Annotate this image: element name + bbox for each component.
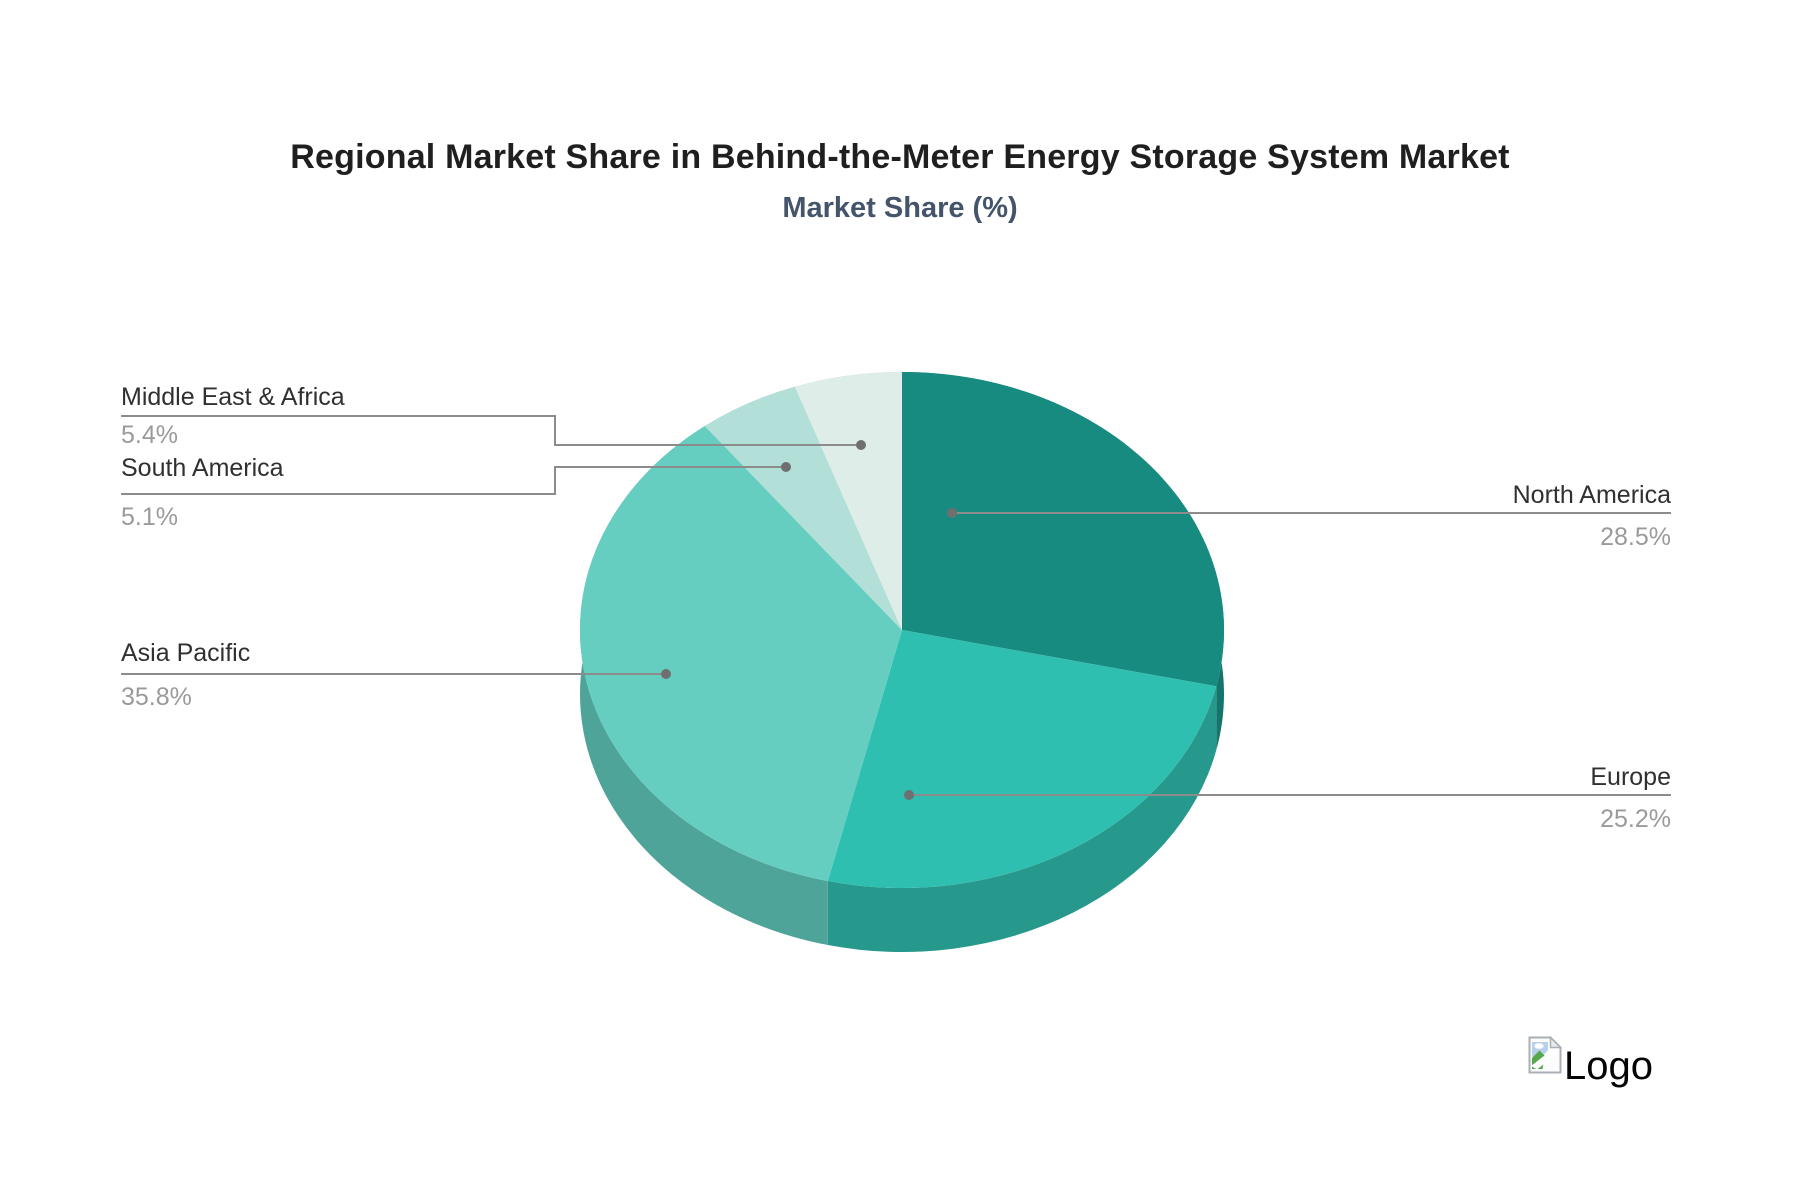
label-asia-pacific: Asia Pacific xyxy=(121,639,251,667)
callout-dot-north-america xyxy=(947,508,957,518)
percent-north-america: 28.5% xyxy=(1600,523,1671,551)
chart-title: Regional Market Share in Behind-the-Mete… xyxy=(290,138,1510,176)
logo: Logo xyxy=(1528,1036,1653,1086)
pie-3d xyxy=(580,371,1224,952)
label-north-america: North America xyxy=(1512,481,1671,509)
pie-slice-north-america[interactable] xyxy=(902,371,1224,687)
pie-slice-side-europe xyxy=(827,686,1217,952)
pie-slice-asia-pacific[interactable] xyxy=(580,426,902,882)
callout-dots xyxy=(661,440,957,800)
pie-slice-middle-east-africa[interactable] xyxy=(794,372,902,630)
callout-dot-asia-pacific xyxy=(661,669,671,679)
pie-slice-europe[interactable] xyxy=(827,630,1217,888)
leader-line-south-america xyxy=(121,466,786,495)
callout-lines xyxy=(121,415,1671,796)
callout-dot-europe xyxy=(904,790,914,800)
label-south-america: South America xyxy=(121,454,284,482)
label-middle-east-africa: Middle East & Africa xyxy=(121,383,345,411)
leader-line-middle-east-africa xyxy=(121,415,861,446)
broken-image-icon xyxy=(1528,1036,1562,1074)
label-europe: Europe xyxy=(1590,763,1671,791)
chart-subtitle: Market Share (%) xyxy=(782,192,1018,224)
callout-dot-middle-east-africa xyxy=(856,440,866,450)
logo-alt-text: Logo xyxy=(1564,1044,1653,1088)
percent-middle-east-africa: 5.4% xyxy=(121,421,178,449)
percent-asia-pacific: 35.8% xyxy=(121,683,192,711)
pie-slice-side-asia-pacific xyxy=(580,426,828,946)
percent-south-america: 5.1% xyxy=(121,503,178,531)
callout-dot-south-america xyxy=(781,462,791,472)
pie-slice-south-america[interactable] xyxy=(704,386,902,630)
percent-europe: 25.2% xyxy=(1600,805,1671,833)
